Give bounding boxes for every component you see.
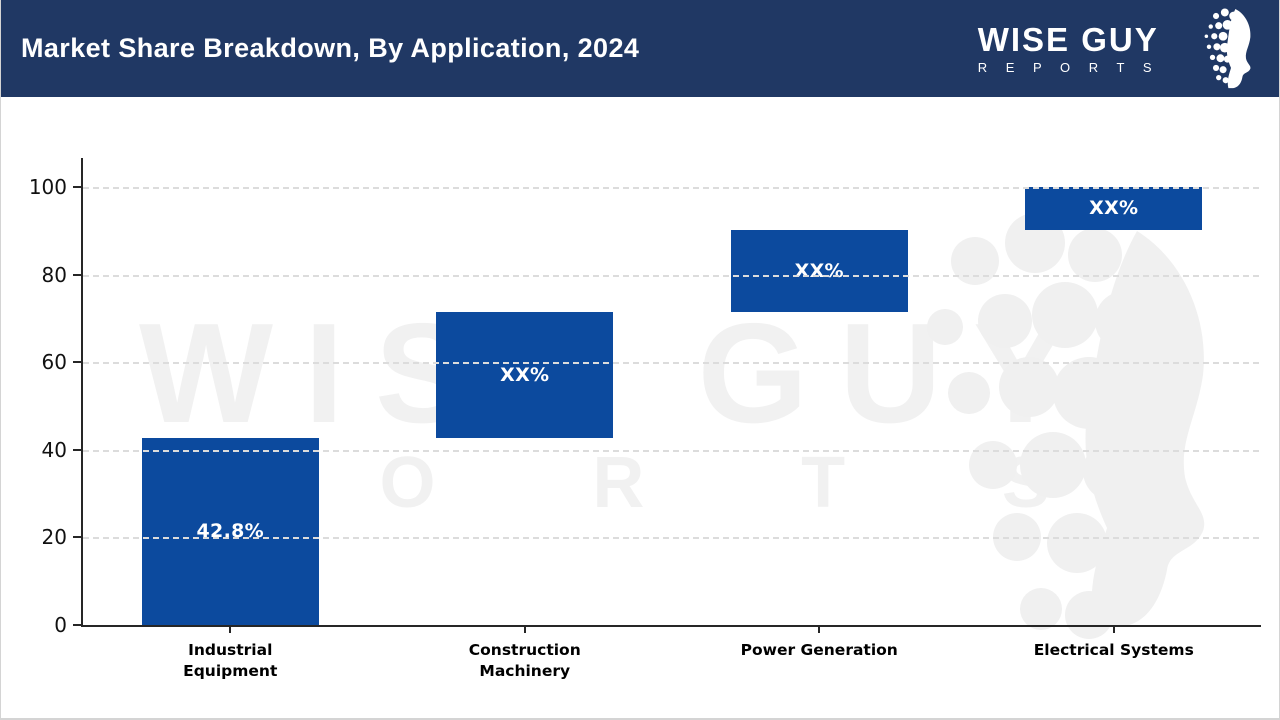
- x-category-label-industrial-equipment: Industrial Equipment: [183, 641, 278, 680]
- y-tick-mark-100: [73, 186, 81, 188]
- chart-title: Market Share Breakdown, By Application, …: [21, 33, 640, 63]
- x-category-label-power-generation: Power Generation: [740, 641, 898, 659]
- bar-electrical-systems: XX%: [1025, 187, 1203, 230]
- y-tick-label-100: 100: [28, 175, 67, 199]
- y-tick-label-0: 0: [54, 613, 67, 637]
- gridline-40: [83, 449, 1259, 452]
- bar-value-label-power-generation: XX%: [794, 260, 844, 283]
- y-axis-spine: [81, 158, 83, 627]
- gridline-20: [83, 537, 1259, 540]
- bar-value-label-construction-machinery: XX%: [500, 363, 550, 386]
- y-tick-mark-20: [73, 536, 81, 539]
- y-tick-label-40: 40: [41, 437, 67, 462]
- bar-power-generation: XX%: [730, 229, 908, 313]
- x-tick-mark-industrial-equipment: [229, 627, 232, 633]
- gridline-80: [83, 274, 1259, 277]
- bar-industrial-equipment: 42.8%: [141, 437, 319, 625]
- dotted-head-icon: [1204, 8, 1251, 88]
- y-tick-mark-80: [73, 273, 81, 276]
- y-tick-label-20: 20: [41, 525, 67, 550]
- logo-subtitle: R E P O R T S: [977, 59, 1159, 75]
- x-tick-mark-electrical-systems: [1112, 627, 1115, 633]
- gridline-100: [83, 187, 1259, 189]
- x-category-label-electrical-systems: Electrical Systems: [1033, 641, 1194, 659]
- wise-guy-reports-logo: WISE GUY R E P O R T S: [978, 7, 1253, 91]
- header-bar: Market Share Breakdown, By Application, …: [1, 0, 1279, 97]
- x-category-label-construction-machinery: Construction Machinery: [468, 641, 581, 680]
- gridline-60: [83, 362, 1259, 365]
- logo-wordmark: WISE GUY: [977, 20, 1159, 58]
- y-tick-label-80: 80: [41, 262, 67, 287]
- y-tick-mark-60: [73, 361, 81, 364]
- bar-value-label-industrial-equipment: 42.8%: [196, 520, 264, 543]
- bar-construction-machinery: XX%: [436, 312, 614, 438]
- logo-text: WISE GUY R E P O R T S: [978, 23, 1159, 75]
- x-tick-mark-power-generation: [818, 627, 821, 633]
- x-tick-mark-construction-machinery: [523, 627, 526, 633]
- bar-value-label-electrical-systems: XX%: [1089, 197, 1139, 220]
- y-tick-mark-0: [73, 624, 81, 626]
- y-tick-mark-40: [73, 448, 81, 451]
- x-axis-spine: [81, 625, 1261, 627]
- y-tick-label-60: 60: [41, 350, 67, 375]
